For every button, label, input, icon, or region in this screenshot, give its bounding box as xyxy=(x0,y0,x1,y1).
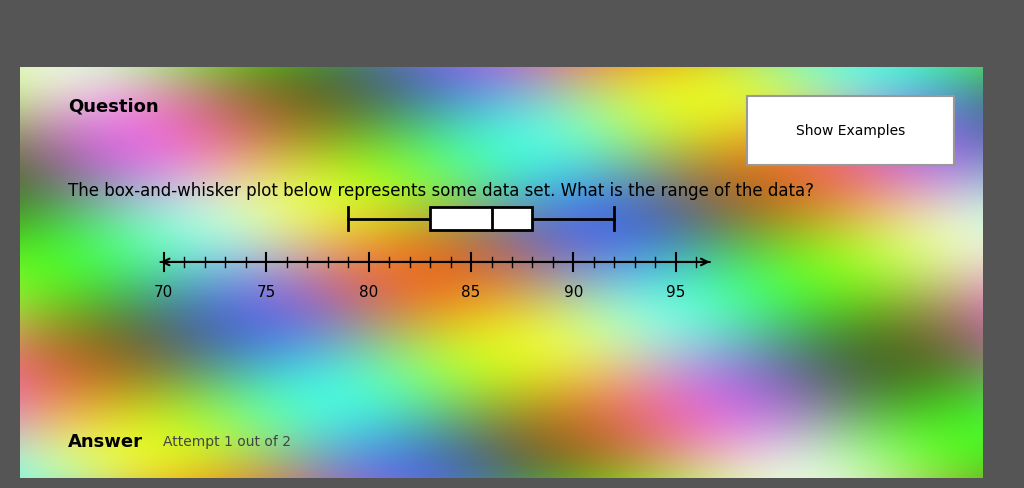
Text: Answer: Answer xyxy=(69,432,143,450)
Text: 80: 80 xyxy=(359,285,378,299)
Text: 70: 70 xyxy=(155,285,173,299)
FancyBboxPatch shape xyxy=(746,97,954,165)
Text: 75: 75 xyxy=(257,285,275,299)
Text: The box-and-whisker plot below represents some data set. What is the range of th: The box-and-whisker plot below represent… xyxy=(69,181,814,199)
Text: 95: 95 xyxy=(667,285,685,299)
Text: 85: 85 xyxy=(462,285,480,299)
Text: 90: 90 xyxy=(564,285,583,299)
Text: Question: Question xyxy=(69,97,159,115)
Text: Attempt 1 out of 2: Attempt 1 out of 2 xyxy=(163,434,291,448)
Text: Show Examples: Show Examples xyxy=(796,124,905,138)
Bar xyxy=(430,207,532,231)
